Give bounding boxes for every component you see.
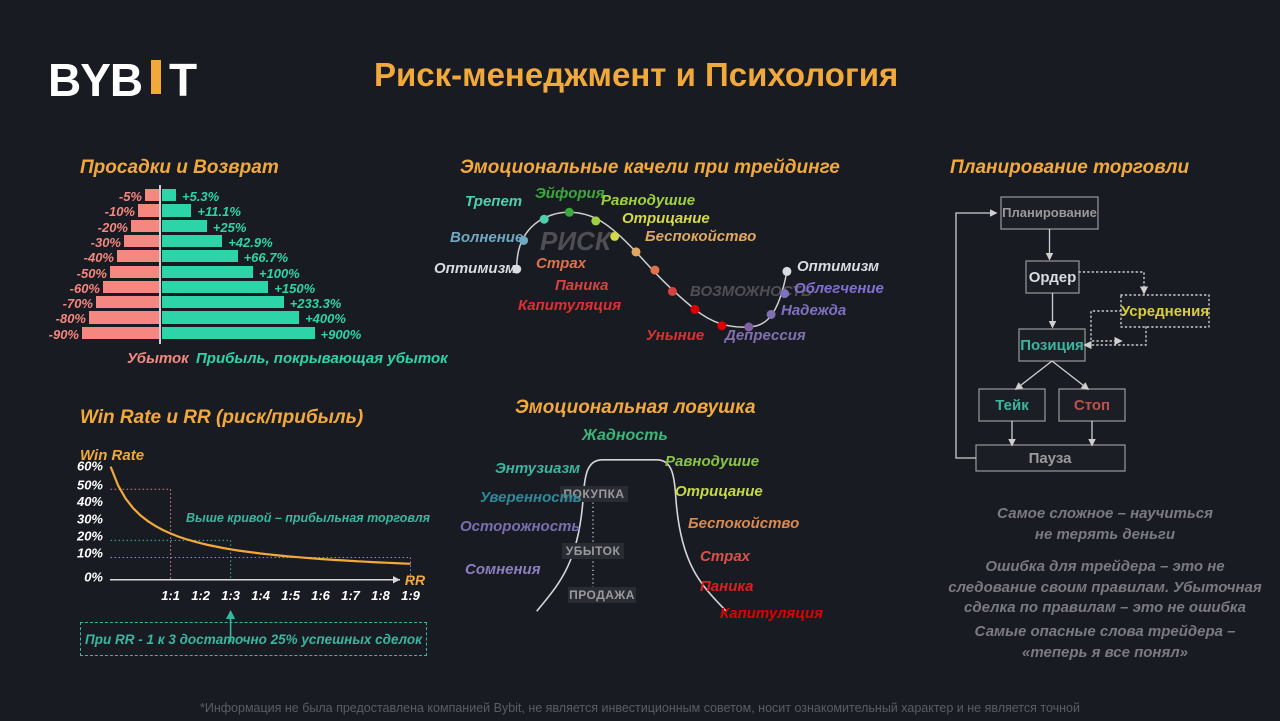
svg-text:1:6: 1:6: [311, 588, 331, 603]
svg-text:60%: 60%: [77, 459, 103, 474]
svg-text:1:7: 1:7: [341, 588, 361, 603]
svg-text:1:2: 1:2: [191, 588, 211, 603]
svg-text:0%: 0%: [84, 570, 103, 585]
svg-text:30%: 30%: [77, 511, 103, 526]
svg-text:Выше кривой – прибыльная торго: Выше кривой – прибыльная торговля: [186, 511, 431, 525]
svg-text:Планирование: Планирование: [1002, 205, 1097, 220]
svg-text:1:4: 1:4: [251, 588, 271, 603]
svg-text:1:9: 1:9: [401, 588, 421, 603]
svg-text:УБЫТОК: УБЫТОК: [566, 544, 621, 558]
svg-text:1:3: 1:3: [221, 588, 241, 603]
svg-text:Тейк: Тейк: [995, 397, 1029, 414]
svg-text:10%: 10%: [77, 546, 103, 561]
svg-text:BYB: BYB: [48, 58, 142, 106]
svg-text:20%: 20%: [76, 528, 103, 543]
svg-text:RR: RR: [405, 572, 426, 588]
svg-text:Пауза: Пауза: [1029, 450, 1073, 467]
svg-text:1:1: 1:1: [161, 588, 180, 603]
svg-text:Стоп: Стоп: [1074, 397, 1110, 414]
svg-text:Ордер: Ордер: [1029, 269, 1076, 286]
svg-text:ПРОДАЖА: ПРОДАЖА: [569, 588, 635, 602]
svg-text:Позиция: Позиция: [1020, 337, 1084, 354]
svg-text:1:5: 1:5: [281, 588, 301, 603]
svg-text:Усреднения: Усреднения: [1121, 303, 1209, 320]
svg-text:40%: 40%: [76, 494, 103, 509]
svg-text:50%: 50%: [77, 477, 103, 492]
svg-text:1:8: 1:8: [371, 588, 391, 603]
svg-text:РИСК: РИСК: [540, 226, 613, 256]
svg-text:T: T: [169, 58, 197, 106]
